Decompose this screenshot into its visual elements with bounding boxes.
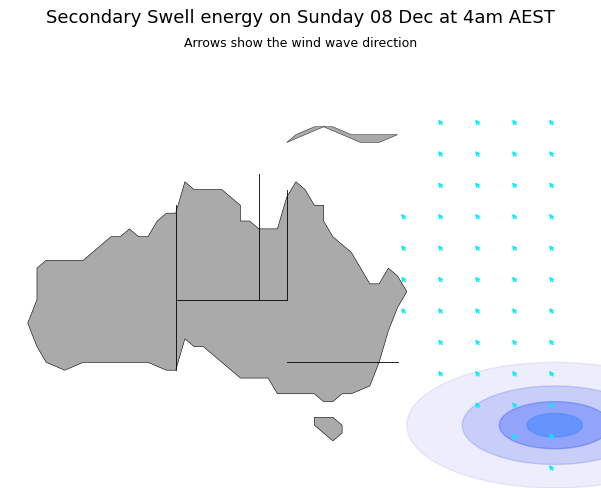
Text: Arrows show the wind wave direction: Arrows show the wind wave direction <box>184 37 417 50</box>
Polygon shape <box>527 413 582 437</box>
Polygon shape <box>287 127 398 142</box>
Polygon shape <box>28 182 407 402</box>
Polygon shape <box>314 417 342 441</box>
Polygon shape <box>462 386 601 465</box>
Polygon shape <box>499 402 601 449</box>
Polygon shape <box>407 363 601 488</box>
Text: Secondary Swell energy on Sunday 08 Dec at 4am AEST: Secondary Swell energy on Sunday 08 Dec … <box>46 9 555 27</box>
